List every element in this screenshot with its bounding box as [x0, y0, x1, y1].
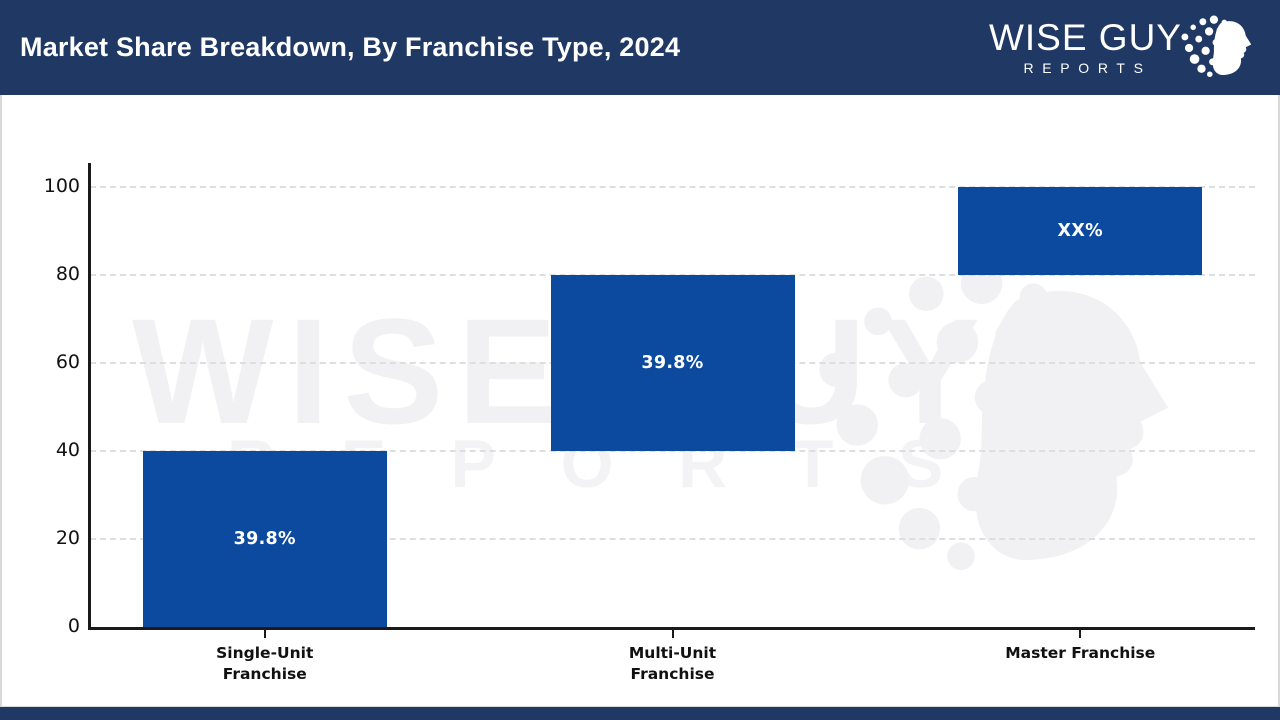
gridline-40 [90, 450, 1255, 452]
bar-value-label-single-unit-franchise: 39.8% [233, 529, 296, 549]
bar-single-unit-franchise: 39.8% [142, 451, 387, 627]
chart-area: WISE GUY REPORTS [0, 95, 1280, 707]
x-tick-mark-single-unit-franchise [263, 629, 266, 638]
bar-value-label-multi-unit-franchise: 39.8% [641, 353, 704, 373]
gridline-100 [90, 186, 1255, 188]
x-tick-mark-master-franchise [1079, 629, 1082, 638]
bar-multi-unit-franchise: 39.8% [550, 275, 795, 451]
y-tick-label-20: 20 [55, 527, 80, 549]
x-tick-mark-multi-unit-franchise [671, 629, 674, 638]
wiseguy-logo: WISE GUY REPORTS [989, 8, 1254, 88]
y-tick-label-80: 80 [55, 263, 80, 285]
logo-subtext: REPORTS [1023, 60, 1152, 76]
logo-text: WISE GUY REPORTS [989, 19, 1182, 76]
y-tick-label-100: 100 [43, 175, 80, 197]
x-category-label-master-franchise: Master Franchise [1005, 644, 1156, 662]
x-axis-line [88, 627, 1255, 630]
y-tick-label-60: 60 [55, 351, 80, 373]
logo-wordmark: WISE GUY [988, 17, 1182, 58]
y-axis-line [88, 163, 91, 629]
wiseguy-face-icon [1181, 15, 1252, 77]
x-category-label-multi-unit-franchise: Multi-Unit Franchise [628, 644, 717, 683]
y-tick-label-0: 0 [67, 615, 80, 637]
bar-value-label-master-franchise: XX% [1057, 221, 1103, 241]
y-tick-label-40: 40 [55, 439, 80, 461]
x-category-label-single-unit-franchise: Single-Unit Franchise [216, 644, 314, 683]
footer-bar [0, 707, 1280, 720]
footer-divider [0, 706, 1280, 707]
header: Market Share Breakdown, By Franchise Typ… [0, 0, 1280, 95]
gridline-20 [90, 538, 1255, 540]
bar-master-franchise: XX% [958, 187, 1203, 275]
page-title: Market Share Breakdown, By Franchise Typ… [20, 32, 681, 62]
